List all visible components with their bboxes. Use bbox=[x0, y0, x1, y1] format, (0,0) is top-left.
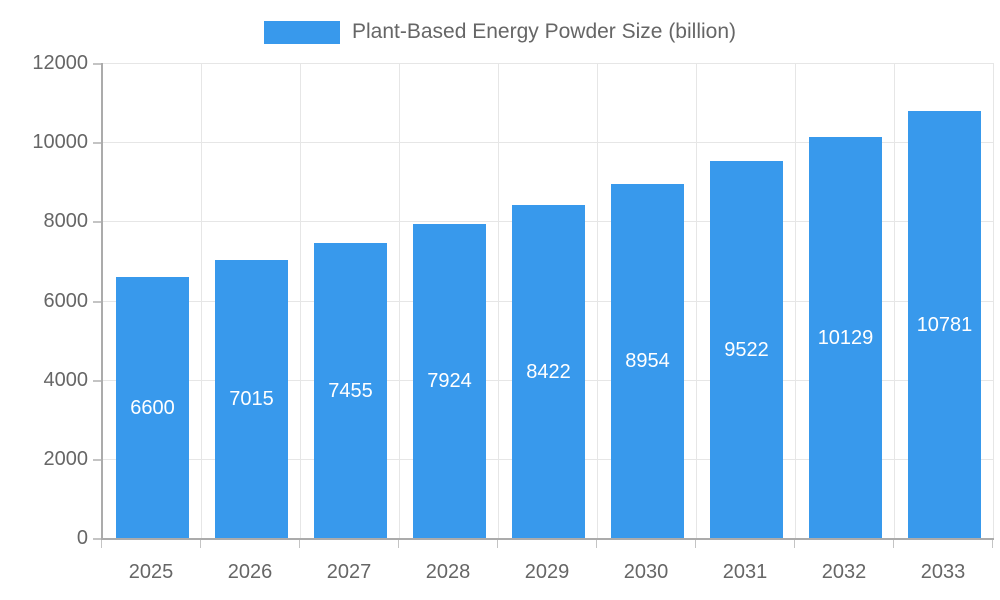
y-tick-label: 4000 bbox=[43, 369, 89, 391]
bar-value-label: 7924 bbox=[427, 370, 472, 392]
y-tick-label: 10000 bbox=[32, 131, 88, 153]
y-axis-tick bbox=[93, 380, 101, 382]
x-gridline bbox=[696, 63, 697, 538]
x-tick-label: 2031 bbox=[722, 561, 768, 583]
legend: Plant-Based Energy Powder Size (billion) bbox=[0, 20, 1000, 44]
bar bbox=[116, 277, 189, 538]
x-gridline bbox=[498, 63, 499, 538]
x-tick-label: 2026 bbox=[227, 561, 273, 583]
y-tick-label: 8000 bbox=[43, 210, 89, 232]
x-axis-tick bbox=[497, 540, 498, 548]
y-tick-label: 12000 bbox=[32, 52, 88, 74]
bar-value-label: 7015 bbox=[229, 388, 274, 410]
x-axis-tick bbox=[893, 540, 894, 548]
y-gridline bbox=[103, 142, 994, 143]
bar bbox=[512, 205, 585, 538]
y-axis-tick bbox=[93, 301, 101, 303]
bar bbox=[908, 111, 981, 538]
bar-value-label: 8954 bbox=[625, 350, 670, 372]
bar bbox=[611, 184, 684, 538]
bar-value-label: 9522 bbox=[724, 339, 769, 361]
x-tick-label: 2033 bbox=[920, 561, 966, 583]
x-gridline bbox=[399, 63, 400, 538]
legend-swatch-icon bbox=[263, 20, 340, 44]
x-tick-label: 2027 bbox=[326, 561, 372, 583]
bar-value-label: 10781 bbox=[916, 314, 973, 336]
y-axis-tick bbox=[93, 221, 101, 223]
x-axis-tick bbox=[596, 540, 597, 548]
y-axis-tick bbox=[93, 459, 101, 461]
y-axis-tick bbox=[93, 142, 101, 144]
x-axis-tick bbox=[101, 540, 102, 548]
x-gridline bbox=[201, 63, 202, 538]
bar bbox=[809, 137, 882, 538]
x-axis-tick bbox=[794, 540, 795, 548]
x-gridline bbox=[795, 63, 796, 538]
bar-value-label: 10129 bbox=[817, 327, 874, 349]
x-gridline bbox=[894, 63, 895, 538]
y-axis-tick bbox=[93, 538, 101, 540]
bar bbox=[215, 260, 288, 538]
y-tick-label: 6000 bbox=[43, 290, 89, 312]
x-tick-label: 2029 bbox=[524, 561, 570, 583]
x-gridline bbox=[597, 63, 598, 538]
bar-value-label: 7455 bbox=[328, 380, 373, 402]
bar-value-label: 8422 bbox=[526, 361, 571, 383]
legend-label: Plant-Based Energy Powder Size (billion) bbox=[351, 20, 737, 43]
bar bbox=[710, 161, 783, 538]
bar bbox=[413, 224, 486, 538]
y-axis-tick bbox=[93, 63, 101, 65]
x-axis-tick bbox=[299, 540, 300, 548]
x-axis-tick bbox=[992, 540, 993, 548]
bar bbox=[314, 243, 387, 538]
x-tick-label: 2025 bbox=[128, 561, 174, 583]
y-tick-label: 2000 bbox=[43, 448, 89, 470]
bar-value-label: 6600 bbox=[130, 397, 175, 419]
y-tick-label: 0 bbox=[76, 527, 88, 549]
x-tick-label: 2030 bbox=[623, 561, 669, 583]
plot-area: 6600 7015 7455 7924 8422 8954 9522 10129 10781 bbox=[101, 63, 994, 540]
y-gridline bbox=[103, 63, 994, 64]
x-axis-tick bbox=[695, 540, 696, 548]
x-gridline bbox=[300, 63, 301, 538]
x-axis-tick bbox=[398, 540, 399, 548]
x-axis-tick bbox=[200, 540, 201, 548]
x-tick-label: 2028 bbox=[425, 561, 471, 583]
x-tick-label: 2032 bbox=[821, 561, 867, 583]
x-gridline bbox=[993, 63, 994, 538]
